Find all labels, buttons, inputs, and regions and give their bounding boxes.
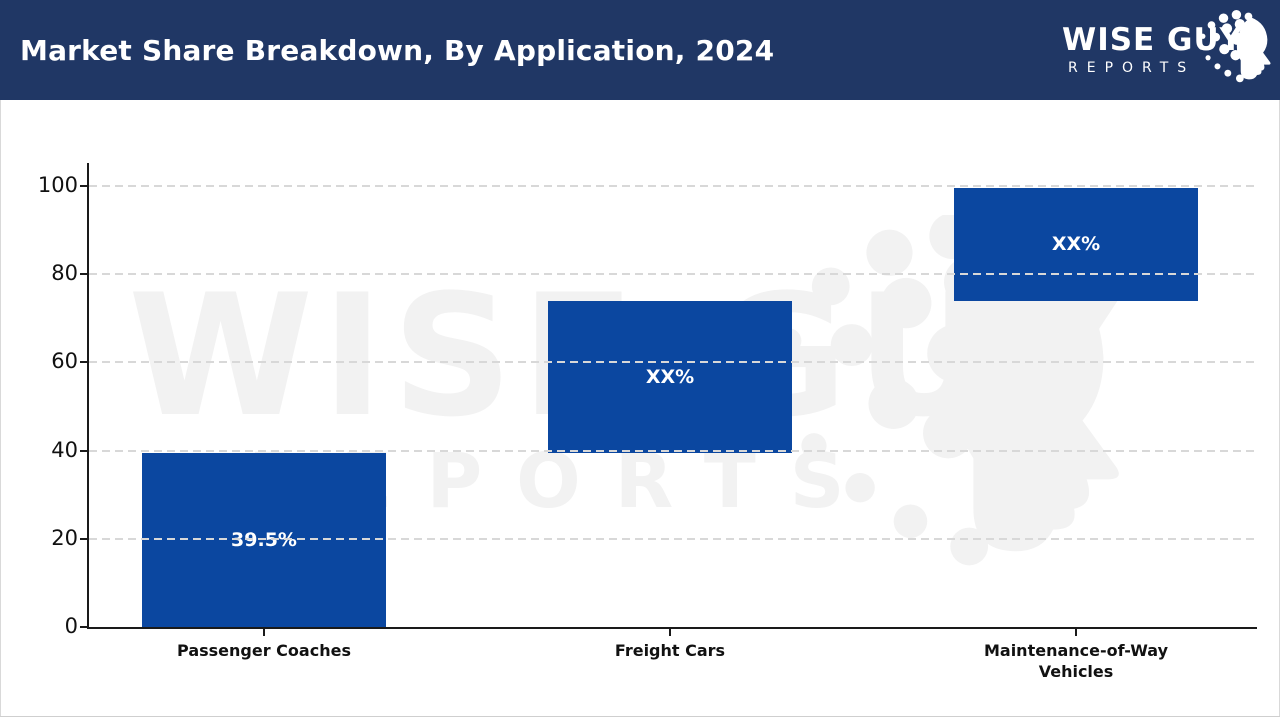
x-tick-mark — [263, 629, 265, 636]
bar-segment: XX% — [954, 188, 1198, 301]
gridline-60 — [89, 361, 1259, 364]
y-tick-mark — [80, 185, 87, 187]
bar-segment: XX% — [548, 300, 792, 453]
wise-guy-reports-logo: WISE GUY REPORTS — [1020, 0, 1280, 100]
bar-value-label: 39.5% — [231, 528, 297, 551]
x-category-label: Passenger Coaches — [177, 641, 351, 660]
bar-segment: 39.5% — [142, 452, 386, 627]
gridline-40 — [89, 449, 1259, 452]
x-axis-line — [87, 627, 1257, 629]
gridline-20 — [89, 537, 1259, 540]
y-tick-mark — [80, 537, 87, 540]
y-tick-label: 100 — [37, 173, 78, 197]
y-tick-mark — [80, 626, 87, 628]
y-tick-label: 60 — [51, 349, 78, 374]
y-tick-mark — [80, 273, 87, 276]
x-tick-mark — [1075, 629, 1077, 636]
x-category-label: Maintenance-of-Way Vehicles — [983, 641, 1169, 681]
page-title: Market Share Breakdown, By Application, … — [20, 33, 775, 67]
y-tick-mark — [80, 361, 87, 364]
bar-value-label: XX% — [645, 365, 695, 388]
y-tick-mark — [80, 449, 87, 452]
gridline-100 — [89, 185, 1259, 187]
y-tick-label: 20 — [51, 525, 78, 550]
y-tick-label: 40 — [51, 437, 78, 462]
page-bottom-rule — [0, 716, 1280, 717]
x-category-label: Freight Cars — [614, 641, 726, 660]
y-tick-label: 80 — [51, 261, 78, 286]
y-tick-label: 0 — [64, 614, 78, 638]
header-bar: Market Share Breakdown, By Application, … — [0, 0, 1280, 100]
gridline-80 — [89, 273, 1259, 276]
y-axis-line — [87, 163, 89, 629]
bar-value-label: XX% — [1051, 233, 1101, 256]
logo-head-icon — [1199, 10, 1271, 83]
logo-reports-text: REPORTS — [1068, 60, 1196, 76]
x-tick-mark — [669, 629, 671, 636]
